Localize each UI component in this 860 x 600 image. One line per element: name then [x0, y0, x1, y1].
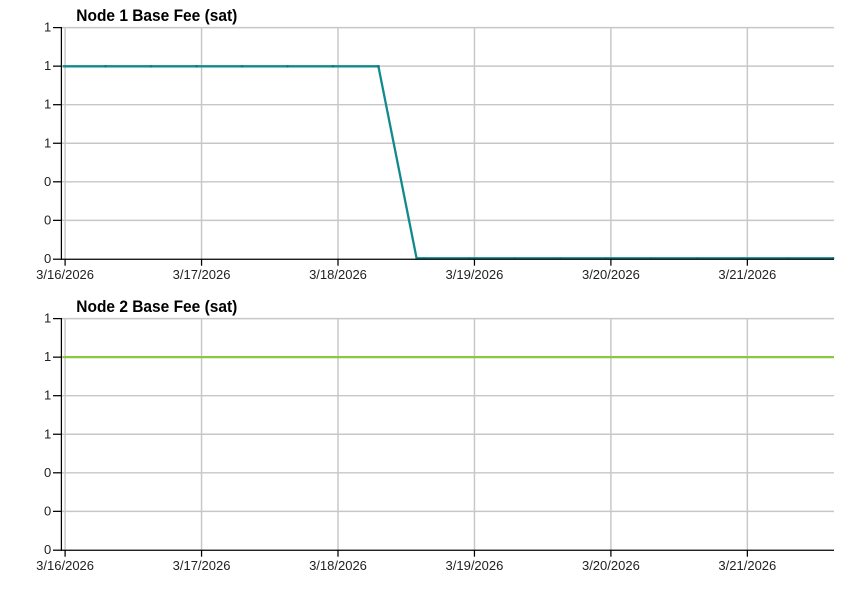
svg-text:3/17/2026: 3/17/2026 [173, 267, 231, 282]
svg-text:3/19/2026: 3/19/2026 [446, 558, 504, 573]
svg-text:0: 0 [44, 465, 51, 480]
svg-text:3/17/2026: 3/17/2026 [173, 558, 231, 573]
svg-text:Node 1 Base Fee (sat): Node 1 Base Fee (sat) [76, 6, 237, 25]
svg-text:3/20/2026: 3/20/2026 [582, 267, 640, 282]
svg-text:0: 0 [44, 174, 51, 189]
svg-text:0: 0 [44, 212, 51, 227]
svg-text:0: 0 [44, 503, 51, 518]
svg-text:3/21/2026: 3/21/2026 [718, 267, 776, 282]
svg-text:1: 1 [44, 20, 51, 35]
svg-text:3/16/2026: 3/16/2026 [36, 558, 94, 573]
svg-text:1: 1 [44, 426, 51, 441]
svg-text:1: 1 [44, 388, 51, 403]
svg-text:3/16/2026: 3/16/2026 [36, 267, 94, 282]
svg-text:3/18/2026: 3/18/2026 [309, 267, 367, 282]
svg-text:3/20/2026: 3/20/2026 [582, 558, 640, 573]
svg-text:0: 0 [44, 542, 51, 557]
svg-text:1: 1 [44, 135, 51, 150]
svg-text:1: 1 [44, 311, 51, 326]
svg-text:1: 1 [44, 349, 51, 364]
svg-text:1: 1 [44, 58, 51, 73]
svg-text:Node 2 Base Fee (sat): Node 2 Base Fee (sat) [76, 297, 237, 316]
svg-text:1: 1 [44, 97, 51, 112]
svg-text:0: 0 [44, 251, 51, 266]
svg-text:3/19/2026: 3/19/2026 [446, 267, 504, 282]
svg-text:3/21/2026: 3/21/2026 [718, 558, 776, 573]
svg-text:3/18/2026: 3/18/2026 [309, 558, 367, 573]
